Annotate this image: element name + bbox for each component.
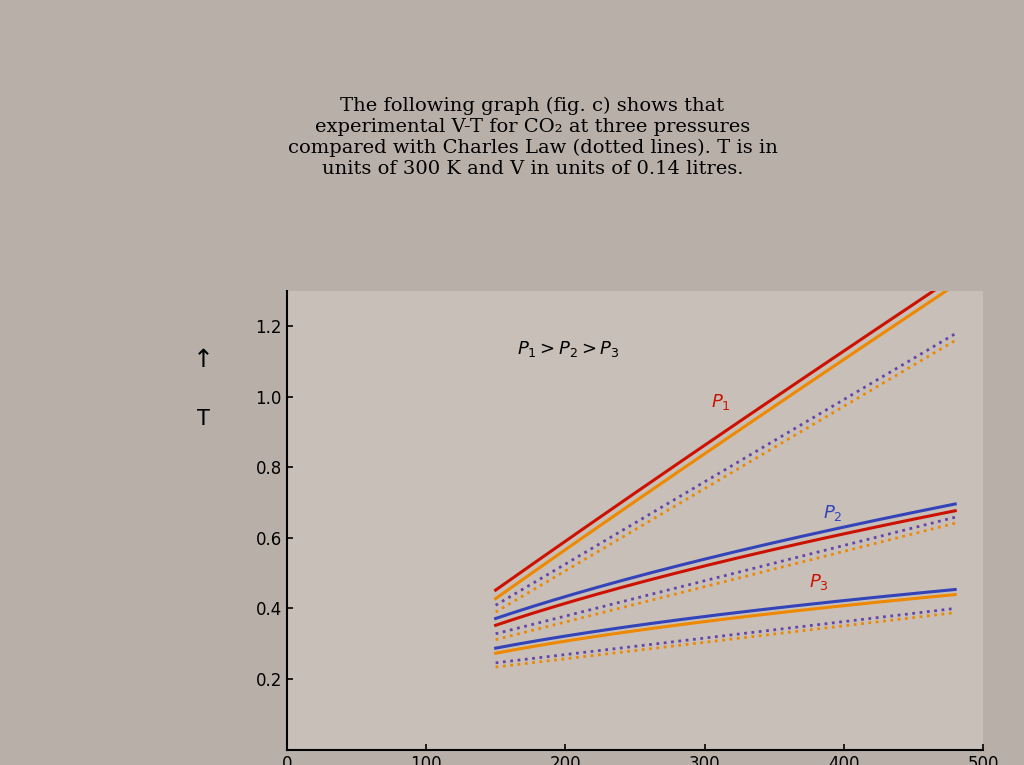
Text: T: T	[197, 409, 210, 429]
Text: $P_3$: $P_3$	[809, 572, 828, 592]
Text: ↑: ↑	[193, 347, 214, 372]
Text: $P_1 > P_2 > P_3$: $P_1 > P_2 > P_3$	[516, 339, 620, 360]
Text: The following graph (fig. c) shows that
experimental V-T for CO₂ at three pressu: The following graph (fig. c) shows that …	[288, 97, 777, 178]
Text: $P_1$: $P_1$	[712, 392, 731, 412]
Text: $P_2$: $P_2$	[823, 503, 843, 523]
